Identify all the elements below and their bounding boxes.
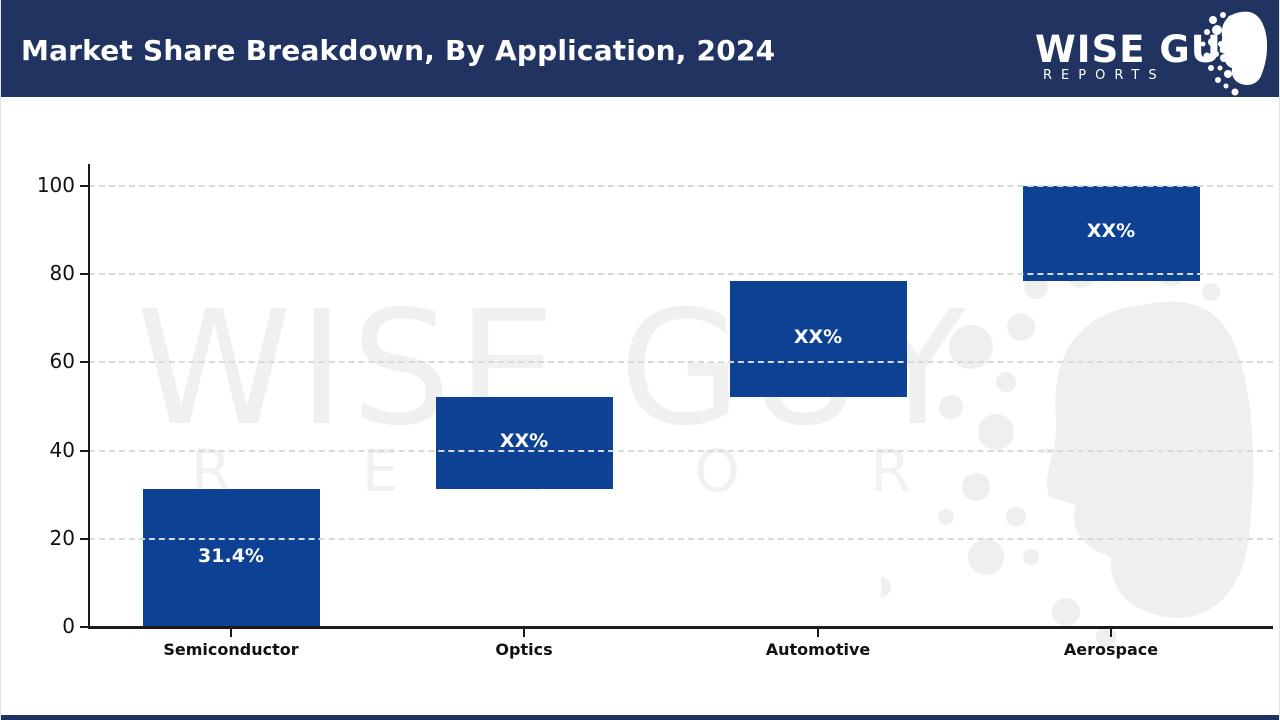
- bar-optics: [435, 396, 613, 489]
- gridline: [89, 449, 1273, 452]
- logo-subtitle: REPORTS: [1043, 68, 1166, 83]
- y-tick-label: 40: [49, 437, 75, 462]
- y-tick-mark: [80, 273, 88, 276]
- x-tick-label: Semiconductor: [163, 640, 299, 659]
- y-tick-mark: [80, 185, 88, 188]
- x-tick-label: Automotive: [765, 640, 871, 659]
- gridline: [89, 185, 1273, 188]
- x-tick-label: Aerospace: [1063, 640, 1159, 659]
- footer-bar: [1, 715, 1279, 720]
- bar-value-label: XX%: [1086, 220, 1136, 243]
- y-tick-label: 100: [36, 173, 75, 198]
- wise-guy-logo: WISE GUY REPORTS: [1013, 6, 1268, 96]
- x-tick-mark: [230, 629, 232, 637]
- y-tick-mark: [80, 626, 88, 628]
- header-bar: Market Share Breakdown, By Application, …: [1, 0, 1279, 97]
- y-axis-line: [88, 164, 90, 629]
- y-tick-label: 20: [49, 525, 75, 550]
- x-tick-mark: [523, 629, 525, 637]
- bar-value-label: XX%: [793, 325, 843, 348]
- y-tick-mark: [80, 361, 88, 364]
- y-tick-label: 60: [49, 349, 75, 374]
- bar-value-label: 31.4%: [198, 544, 264, 567]
- gridline: [89, 361, 1273, 364]
- y-tick-label: 0: [62, 614, 75, 638]
- bar-semiconductor: [142, 488, 320, 627]
- x-tick-mark: [1110, 629, 1112, 637]
- logo-face-icon: [1200, 11, 1268, 96]
- y-tick-mark: [80, 537, 88, 540]
- x-tick-label: Optics: [495, 640, 553, 659]
- y-tick-label: 80: [49, 261, 75, 286]
- gridline: [89, 537, 1273, 540]
- bar-automotive: [729, 280, 907, 397]
- page-title: Market Share Breakdown, By Application, …: [21, 34, 776, 67]
- bar-value-label: XX%: [499, 429, 549, 452]
- logo-wordmark: WISE GUY: [1035, 28, 1250, 71]
- y-tick-mark: [80, 449, 88, 452]
- x-tick-mark: [817, 629, 819, 637]
- gridline: [89, 273, 1273, 276]
- x-axis-line: [88, 626, 1273, 629]
